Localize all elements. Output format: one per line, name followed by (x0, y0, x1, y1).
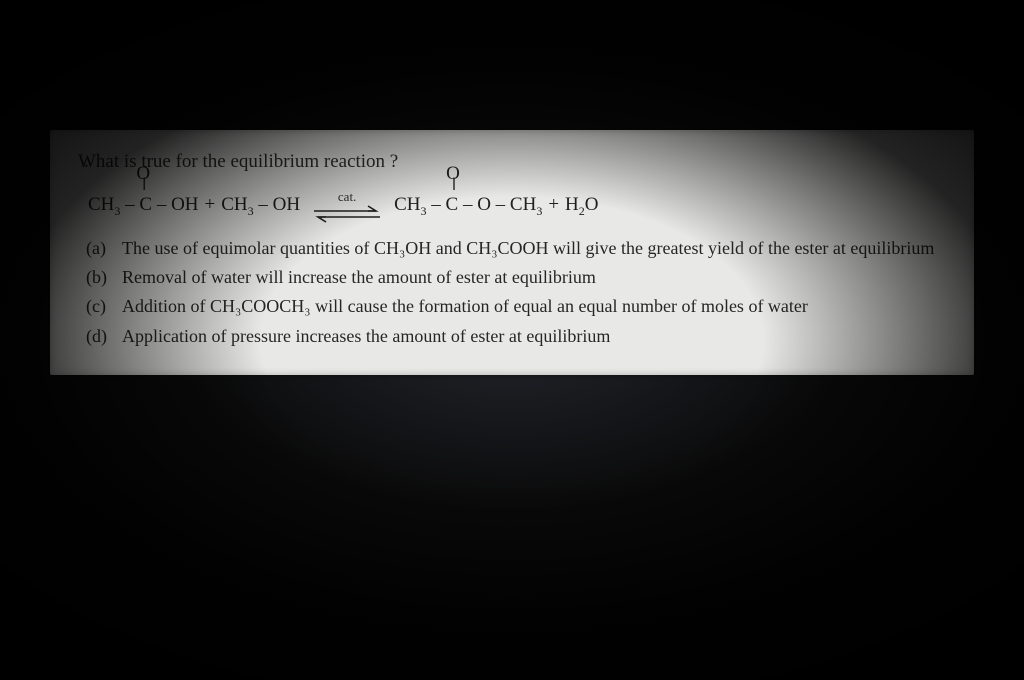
plus-1: + (205, 191, 216, 220)
option-label: (c) (86, 294, 114, 319)
options-list: (a) The use of equimolar quantities of C… (86, 236, 946, 349)
water-fragment: H2O (565, 191, 598, 220)
alcohol-fragment: CH3 – OH (221, 191, 300, 220)
question-marker: . (84, 148, 89, 177)
option-d: (d) Application of pressure increases th… (86, 324, 946, 349)
double-arrow-icon (310, 204, 384, 224)
option-text: The use of equimolar quantities of CH₃OH… (122, 236, 946, 261)
chem-formula: CH₃COOCH₃ (210, 296, 311, 316)
chem-formula: CH₃OH (374, 238, 431, 258)
carbonyl-o-left: O || (136, 165, 150, 191)
question-card: . What is true for the equilibrium react… (50, 130, 974, 375)
question-prompt: What is true for the equilibrium reactio… (78, 148, 946, 177)
plus-2: + (548, 191, 559, 220)
acid-fragment: O || CH3 – C – OH (88, 191, 199, 220)
chem-formula: CH₃COOH (466, 238, 548, 258)
option-c: (c) Addition of CH₃COOCH₃ will cause the… (86, 294, 946, 319)
option-a: (a) The use of equimolar quantities of C… (86, 236, 946, 261)
carbonyl-o-right: O || (446, 165, 460, 191)
equilibrium-arrow: cat. (310, 187, 384, 225)
option-label: (b) (86, 265, 114, 290)
option-text: Addition of CH₃COOCH₃ will cause the for… (122, 294, 946, 319)
option-b: (b) Removal of water will increase the a… (86, 265, 946, 290)
ester-fragment: O || CH3 – C – O – CH3 (394, 191, 542, 220)
option-label: (d) (86, 324, 114, 349)
option-text: Application of pressure increases the am… (122, 324, 946, 349)
option-text: Removal of water will increase the amoun… (122, 265, 946, 290)
equation-row: O || CH3 – C – OH + CH3 – OH cat. O (88, 187, 946, 225)
option-label: (a) (86, 236, 114, 261)
